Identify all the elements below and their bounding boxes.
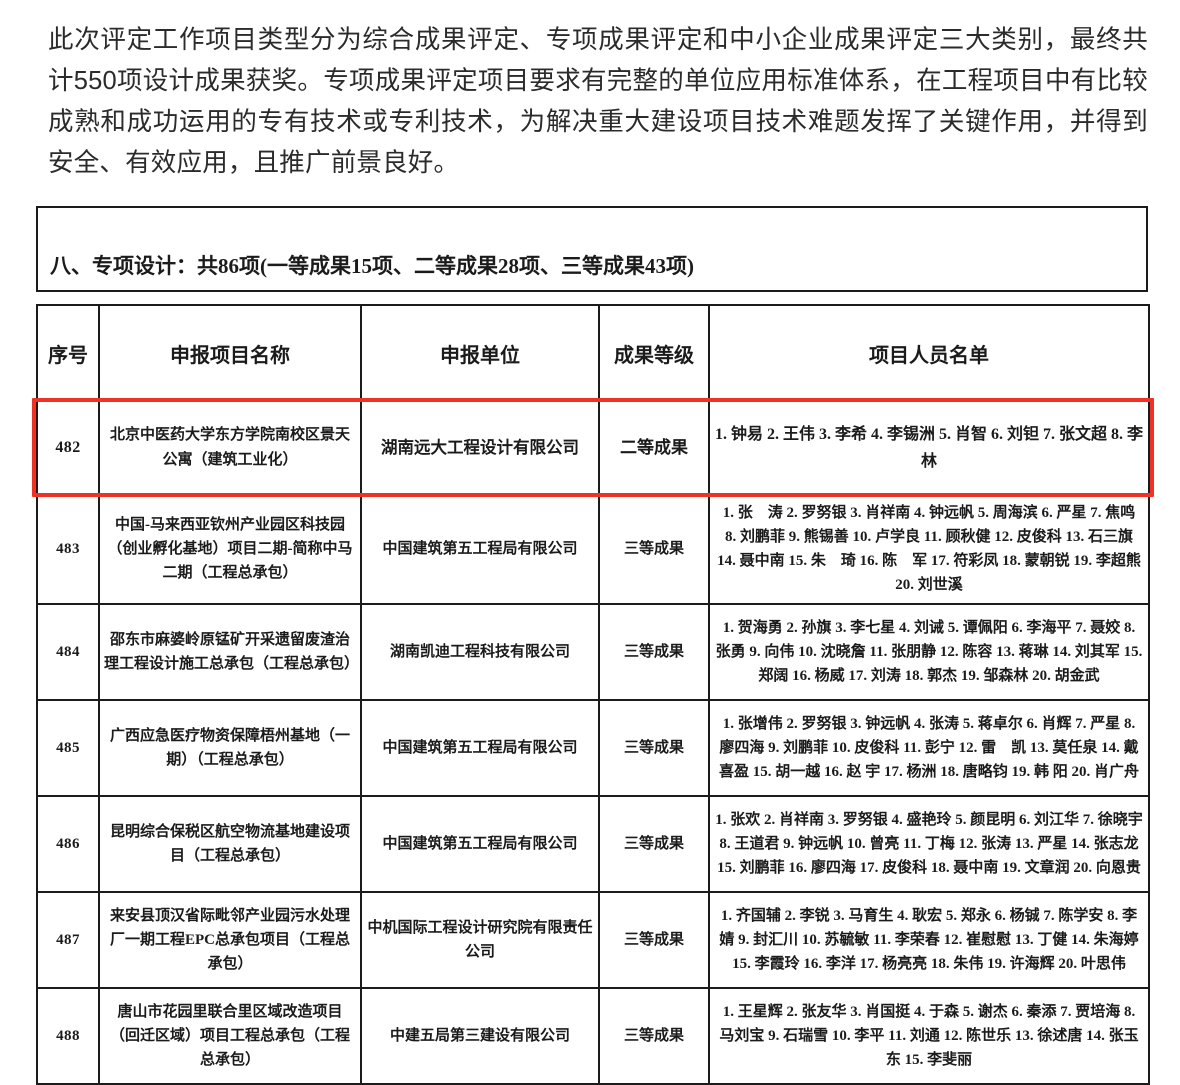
cell-seq: 487 [36,891,100,989]
awards-table-wrapper: 序号 申报项目名称 申报单位 成果等级 项目人员名单 482 北京中医药大学东方… [0,292,1180,1085]
cell-grade: 三等成果 [598,699,710,797]
cell-people: 1. 贺海勇 2. 孙旗 3. 李七星 4. 刘诫 5. 谭佩阳 6. 李海平 … [708,603,1150,701]
cell-unit: 中国建筑第五工程局有限公司 [360,493,600,605]
cell-grade: 三等成果 [598,987,710,1085]
cell-grade: 二等成果 [598,400,710,495]
column-header-project: 申报项目名称 [98,304,362,402]
intro-paragraph: 此次评定工作项目类型分为综合成果评定、专项成果评定和中小企业成果评定三大类别，最… [48,26,1148,177]
cell-project: 来安县顶汉省际毗邻产业园污水处理厂一期工程EPC总承包项目（工程总承包） [98,891,362,989]
column-header-grade: 成果等级 [598,304,710,402]
column-header-seq: 序号 [36,304,100,402]
cell-unit: 中机国际工程设计研究院有限责任公司 [360,891,600,989]
cell-project: 唐山市花园里联合里区域改造项目（回迁区域）项目工程总承包（工程总承包） [98,987,362,1085]
table-row[interactable]: 483 中国-马来西亚钦州产业园区科技园（创业孵化基地）项目二期-简称中马二期（… [36,493,1150,605]
table-row[interactable]: 487 来安县顶汉省际毗邻产业园污水处理厂一期工程EPC总承包项目（工程总承包）… [36,891,1150,989]
cell-people: 1. 张 涛 2. 罗努银 3. 肖祥南 4. 钟远帆 5. 周海滨 6. 严星… [708,493,1150,605]
cell-seq: 484 [36,603,100,701]
cell-seq: 483 [36,493,100,605]
cell-project: 昆明综合保税区航空物流基地建设项目（工程总承包） [98,795,362,893]
awards-table: 序号 申报项目名称 申报单位 成果等级 项目人员名单 482 北京中医药大学东方… [36,304,1150,1085]
cell-grade: 三等成果 [598,795,710,893]
column-header-people: 项目人员名单 [708,304,1150,402]
cell-unit: 中国建筑第五工程局有限公司 [360,795,600,893]
cell-people: 1. 钟易 2. 王伟 3. 李希 4. 李锡洲 5. 肖智 6. 刘钽 7. … [708,400,1150,495]
cell-project: 邵东市麻婆岭原锰矿开采遗留废渣治理工程设计施工总承包（工程总承包） [98,603,362,701]
table-row[interactable]: 482 北京中医药大学东方学院南校区景天公寓（建筑工业化） 湖南远大工程设计有限… [36,400,1150,495]
column-header-unit: 申报单位 [360,304,600,402]
cell-unit: 中建五局第三建设有限公司 [360,987,600,1085]
cell-grade: 三等成果 [598,891,710,989]
cell-project: 广西应急医疗物资保障梧州基地（一期）（工程总承包） [98,699,362,797]
cell-grade: 三等成果 [598,603,710,701]
section-banner: 八、专项设计：共86项(一等成果15项、二等成果28项、三等成果43项) [36,206,1148,292]
cell-project: 中国-马来西亚钦州产业园区科技园（创业孵化基地）项目二期-简称中马二期（工程总承… [98,493,362,605]
table-row[interactable]: 484 邵东市麻婆岭原锰矿开采遗留废渣治理工程设计施工总承包（工程总承包） 湖南… [36,603,1150,701]
table-row[interactable]: 485 广西应急医疗物资保障梧州基地（一期）（工程总承包） 中国建筑第五工程局有… [36,699,1150,797]
cell-seq: 482 [36,400,100,495]
cell-unit: 湖南远大工程设计有限公司 [360,400,600,495]
cell-seq: 485 [36,699,100,797]
cell-unit: 湖南凯迪工程科技有限公司 [360,603,600,701]
table-row[interactable]: 488 唐山市花园里联合里区域改造项目（回迁区域）项目工程总承包（工程总承包） … [36,987,1150,1085]
section-banner-wrapper: 八、专项设计：共86项(一等成果15项、二等成果28项、三等成果43项) [0,184,1180,292]
cell-people: 1. 张增伟 2. 罗努银 3. 钟远帆 4. 张涛 5. 蒋卓尔 6. 肖辉 … [708,699,1150,797]
cell-project: 北京中医药大学东方学院南校区景天公寓（建筑工业化） [98,400,362,495]
section-banner-text: 八、专项设计：共86项(一等成果15项、二等成果28项、三等成果43项) [50,254,694,278]
cell-grade: 三等成果 [598,493,710,605]
cell-people: 1. 张欢 2. 肖祥南 3. 罗努银 4. 盛艳玲 5. 颜昆明 6. 刘江华… [708,795,1150,893]
cell-unit: 中国建筑第五工程局有限公司 [360,699,600,797]
document-page: 此次评定工作项目类型分为综合成果评定、专项成果评定和中小企业成果评定三大类别，最… [0,26,1180,1085]
cell-people: 1. 王星辉 2. 张友华 3. 肖国挺 4. 于森 5. 谢杰 6. 秦添 7… [708,987,1150,1085]
cell-people: 1. 齐国辅 2. 李锐 3. 马育生 4. 耿宏 5. 郑永 6. 杨铖 7.… [708,891,1150,989]
cell-seq: 488 [36,987,100,1085]
table-header-row: 序号 申报项目名称 申报单位 成果等级 项目人员名单 [36,304,1150,402]
cell-seq: 486 [36,795,100,893]
table-row[interactable]: 486 昆明综合保税区航空物流基地建设项目（工程总承包） 中国建筑第五工程局有限… [36,795,1150,893]
